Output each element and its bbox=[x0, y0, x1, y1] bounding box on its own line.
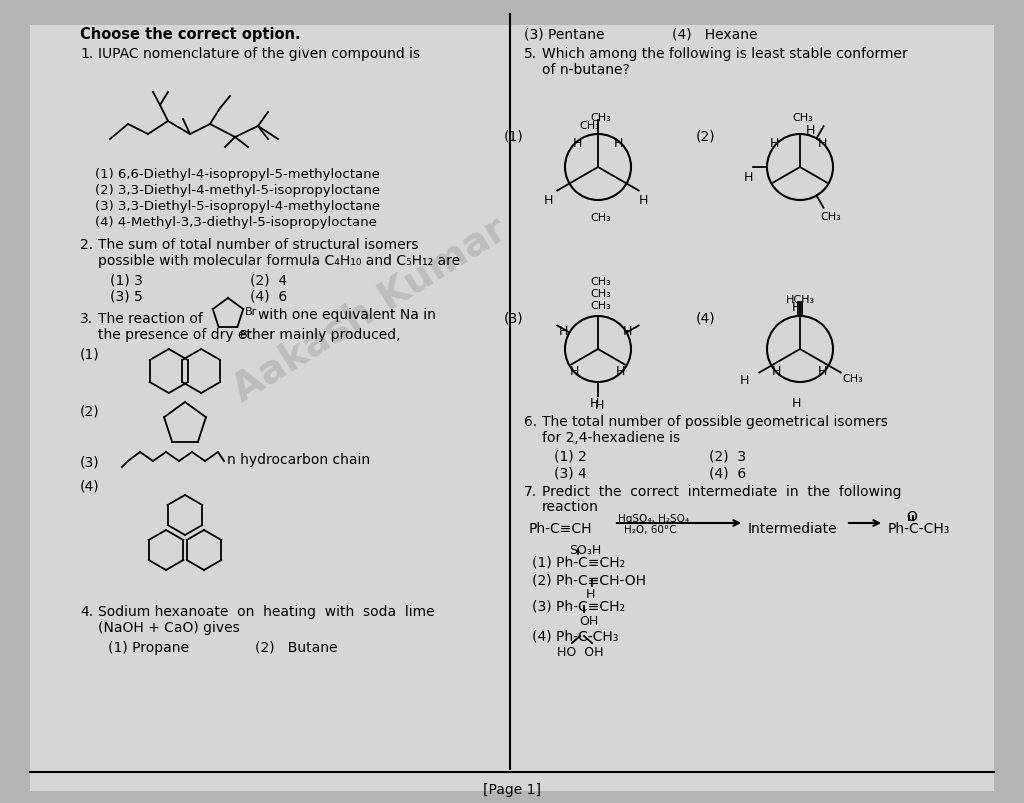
Text: H: H bbox=[770, 137, 779, 150]
Text: Choose the correct option.: Choose the correct option. bbox=[80, 27, 301, 42]
Text: with one equivalent Na in: with one equivalent Na in bbox=[258, 308, 436, 321]
Text: (2)  4: (2) 4 bbox=[250, 273, 287, 287]
Text: (2)  3: (2) 3 bbox=[709, 450, 746, 463]
Text: Br: Br bbox=[245, 307, 257, 316]
Text: (4): (4) bbox=[696, 312, 716, 325]
Text: H: H bbox=[544, 194, 554, 207]
Text: (NaOH + CaO) gives: (NaOH + CaO) gives bbox=[98, 620, 240, 634]
Text: H: H bbox=[614, 137, 624, 150]
Text: Predict  the  correct  intermediate  in  the  following: Predict the correct intermediate in the … bbox=[542, 484, 901, 499]
Text: (4)  6: (4) 6 bbox=[709, 467, 746, 480]
Text: HCH₃: HCH₃ bbox=[786, 295, 815, 304]
Text: H: H bbox=[818, 365, 827, 378]
Text: n hydrocarbon chain: n hydrocarbon chain bbox=[227, 452, 370, 467]
Text: 7.: 7. bbox=[524, 484, 538, 499]
Text: 3.: 3. bbox=[80, 312, 93, 325]
Text: H: H bbox=[590, 397, 599, 410]
Text: [Page 1]: [Page 1] bbox=[483, 782, 541, 796]
Text: for 2,4-hexadiene is: for 2,4-hexadiene is bbox=[542, 430, 680, 444]
Text: CH₃: CH₃ bbox=[792, 113, 813, 123]
Text: (3) 4: (3) 4 bbox=[554, 467, 587, 480]
Text: (3): (3) bbox=[80, 455, 99, 470]
Text: H: H bbox=[570, 365, 580, 378]
Text: of n-butane?: of n-butane? bbox=[542, 63, 630, 77]
Text: (1): (1) bbox=[504, 130, 523, 144]
Text: H: H bbox=[558, 325, 568, 338]
Text: 5.: 5. bbox=[524, 47, 538, 61]
Text: H: H bbox=[806, 124, 815, 137]
Text: H: H bbox=[639, 194, 648, 207]
Text: The reaction of: The reaction of bbox=[98, 312, 203, 325]
Text: H: H bbox=[818, 137, 827, 150]
Text: (1) Propane: (1) Propane bbox=[108, 640, 189, 654]
Text: CH₃: CH₃ bbox=[590, 213, 610, 222]
Text: O: O bbox=[906, 509, 916, 524]
Text: (2)   Butane: (2) Butane bbox=[255, 640, 338, 654]
Text: (4) 4-Methyl-3,3-diethyl-5-isopropyloctane: (4) 4-Methyl-3,3-diethyl-5-isopropylocta… bbox=[95, 216, 377, 229]
Text: The sum of total number of structural isomers: The sum of total number of structural is… bbox=[98, 238, 419, 251]
Text: CH₃: CH₃ bbox=[590, 113, 610, 123]
Text: Aakash Kumar: Aakash Kumar bbox=[226, 210, 514, 410]
Text: (2): (2) bbox=[696, 130, 716, 144]
Text: possible with molecular formula C₄H₁₀ and C₅H₁₂ are: possible with molecular formula C₄H₁₀ an… bbox=[98, 254, 460, 267]
Text: (3) Ph-C≡CH₂: (3) Ph-C≡CH₂ bbox=[532, 599, 625, 613]
Text: (3) 3,3-Diethyl-5-isopropyl-4-methyloctane: (3) 3,3-Diethyl-5-isopropyl-4-methylocta… bbox=[95, 200, 380, 213]
Text: (4)   Hexane: (4) Hexane bbox=[672, 27, 758, 41]
Text: 4.: 4. bbox=[80, 604, 93, 618]
Text: Sodium hexanoate  on  heating  with  soda  lime: Sodium hexanoate on heating with soda li… bbox=[98, 604, 434, 618]
Text: H: H bbox=[595, 398, 604, 411]
Text: (1) Ph-C≡CH₂: (1) Ph-C≡CH₂ bbox=[532, 556, 625, 569]
Text: Intermediate: Intermediate bbox=[748, 521, 838, 536]
Text: CH₃: CH₃ bbox=[820, 212, 842, 222]
Text: CH₃: CH₃ bbox=[843, 374, 863, 384]
Text: OH: OH bbox=[579, 614, 598, 627]
Text: 2.: 2. bbox=[80, 238, 93, 251]
Text: (4) Ph-C-CH₃: (4) Ph-C-CH₃ bbox=[532, 630, 618, 643]
Text: SO₃H: SO₃H bbox=[569, 544, 601, 556]
Text: Ph-C-CH₃: Ph-C-CH₃ bbox=[888, 521, 950, 536]
Text: CH₃: CH₃ bbox=[590, 288, 610, 299]
Text: H: H bbox=[573, 137, 583, 150]
Text: (1): (1) bbox=[80, 348, 99, 361]
Text: (2) Ph-C≡CH-OH: (2) Ph-C≡CH-OH bbox=[532, 573, 646, 587]
Text: H: H bbox=[792, 397, 802, 410]
Text: H: H bbox=[586, 587, 595, 601]
Text: the presence of dry ether mainly produced,: the presence of dry ether mainly produce… bbox=[98, 328, 400, 341]
Text: The total number of possible geometrical isomers: The total number of possible geometrical… bbox=[542, 414, 888, 429]
Text: (2) 3,3-Diethyl-4-methyl-5-isopropyloctane: (2) 3,3-Diethyl-4-methyl-5-isopropylocta… bbox=[95, 184, 380, 197]
Text: CH₃: CH₃ bbox=[590, 300, 610, 311]
Text: H: H bbox=[744, 171, 754, 184]
Text: (1) 3: (1) 3 bbox=[110, 273, 143, 287]
Text: (3): (3) bbox=[504, 312, 523, 325]
Text: (3) Pentane: (3) Pentane bbox=[524, 27, 604, 41]
Text: reaction: reaction bbox=[542, 499, 599, 513]
Text: H: H bbox=[739, 374, 749, 387]
Text: 1.: 1. bbox=[80, 47, 93, 61]
Text: H: H bbox=[792, 300, 802, 314]
Text: H: H bbox=[623, 325, 632, 338]
Text: Ph-C≡CH: Ph-C≡CH bbox=[529, 521, 593, 536]
Text: H: H bbox=[616, 365, 626, 378]
Text: (2): (2) bbox=[80, 405, 99, 418]
Text: H: H bbox=[772, 365, 781, 378]
Text: CH₃: CH₃ bbox=[580, 120, 600, 131]
Text: Which among the following is least stable conformer: Which among the following is least stabl… bbox=[542, 47, 907, 61]
Text: (1) 6,6-Diethyl-4-isopropyl-5-methyloctane: (1) 6,6-Diethyl-4-isopropyl-5-methylocta… bbox=[95, 168, 380, 181]
Text: (4)  6: (4) 6 bbox=[250, 290, 288, 304]
Text: HO  OH: HO OH bbox=[557, 645, 603, 658]
Text: (3) 5: (3) 5 bbox=[110, 290, 142, 304]
Text: IUPAC nomenclature of the given compound is: IUPAC nomenclature of the given compound… bbox=[98, 47, 420, 61]
Text: CH₃: CH₃ bbox=[590, 277, 610, 287]
Text: H₂O, 60°C: H₂O, 60°C bbox=[624, 524, 677, 534]
Text: (4): (4) bbox=[80, 479, 99, 493]
Text: Br: Br bbox=[240, 329, 252, 340]
Text: (1) 2: (1) 2 bbox=[554, 450, 587, 463]
Text: 6.: 6. bbox=[524, 414, 538, 429]
Text: HgSO₄, H₂SO₄: HgSO₄, H₂SO₄ bbox=[618, 513, 689, 524]
